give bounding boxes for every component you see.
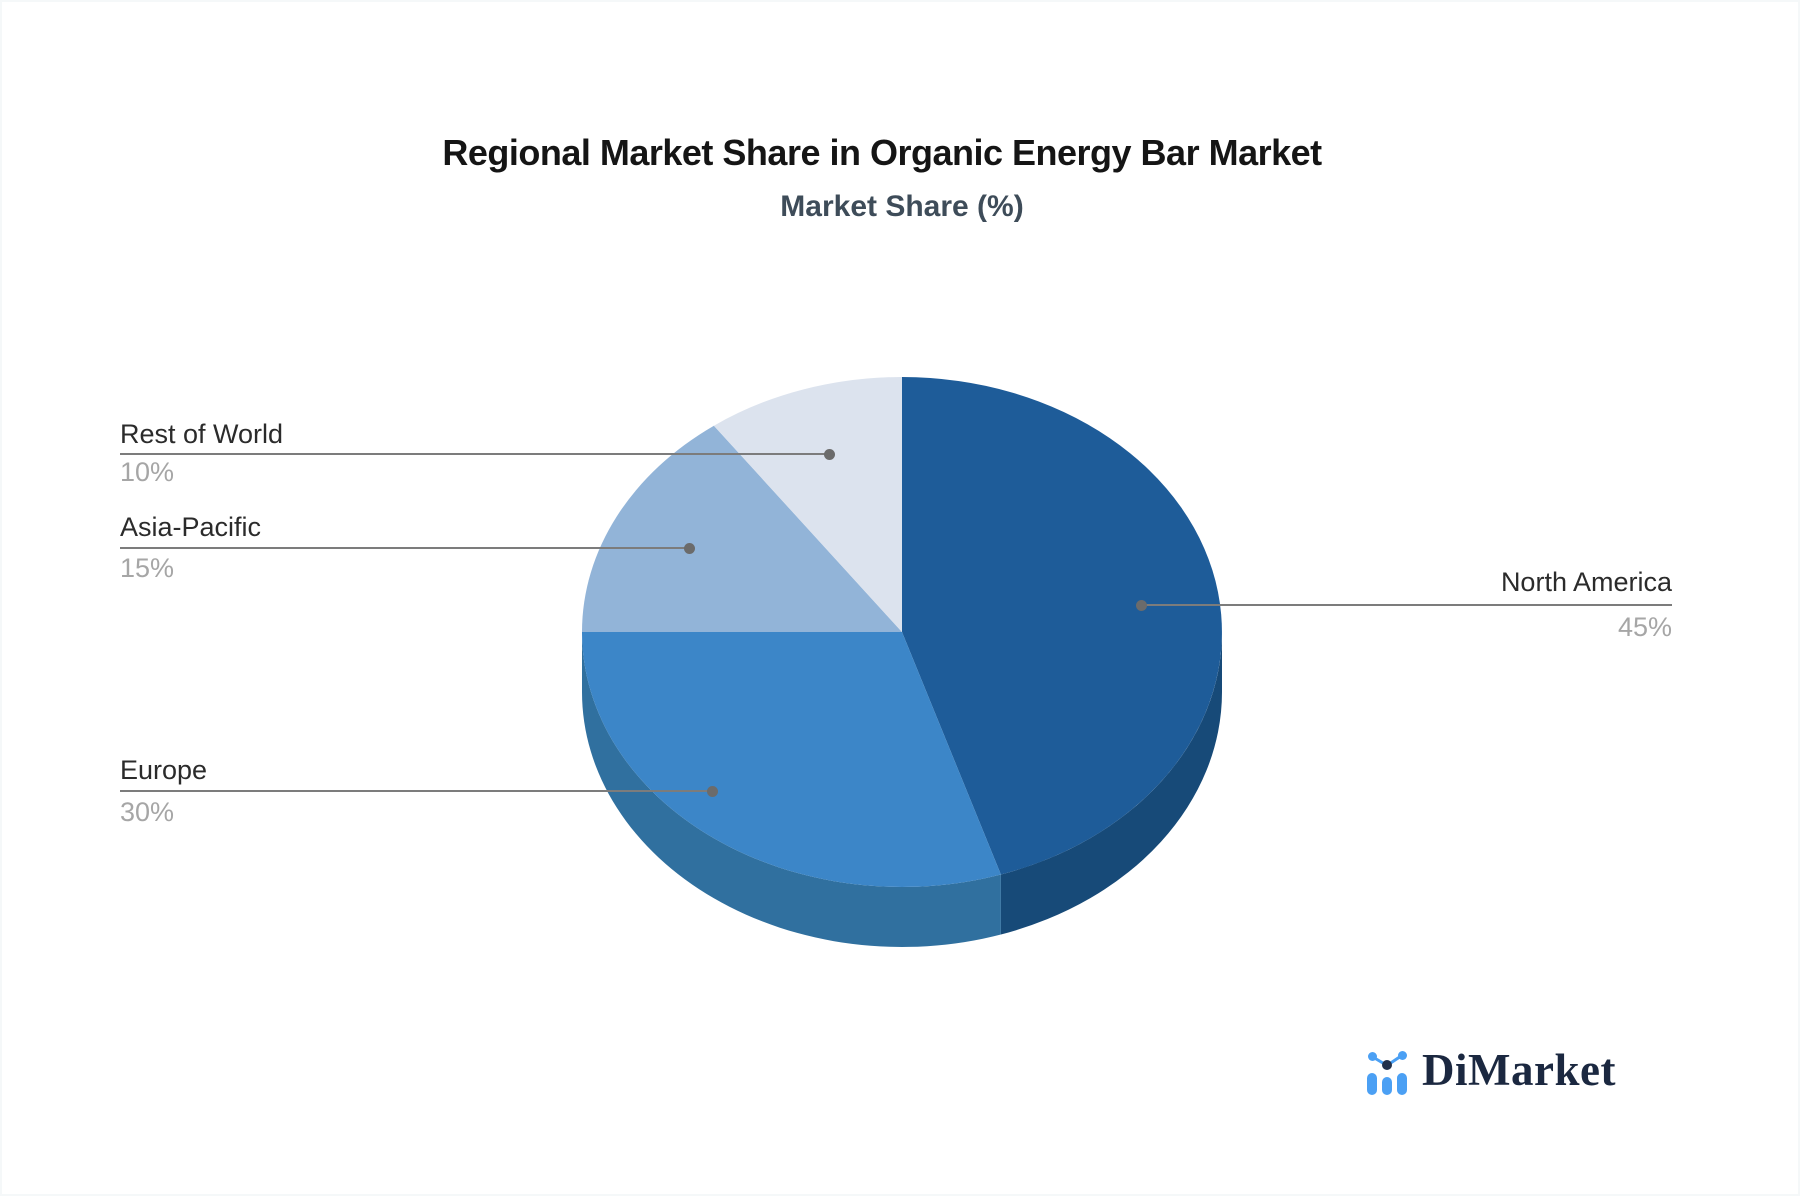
leader-line (120, 547, 689, 549)
pie-slice-side-europe (582, 632, 1001, 947)
leader-dot (706, 785, 718, 797)
logo-text: DiMarket (1422, 1045, 1616, 1095)
pie-slice-north-america[interactable] (902, 377, 1222, 875)
pie-slice-rest-of-world[interactable] (713, 377, 902, 632)
logo-dot (1397, 1050, 1407, 1060)
logo-bar (1367, 1073, 1377, 1095)
leader-dot (1135, 599, 1147, 611)
callout-value: 30% (120, 797, 175, 827)
logo-dot (1367, 1051, 1377, 1061)
callout-label: Asia-Pacific (120, 512, 262, 542)
leader-dot (823, 448, 835, 460)
pie-slice-europe[interactable] (582, 632, 1001, 887)
callout-label: Europe (120, 755, 208, 785)
brand-logo: DiMarket (1366, 1044, 1616, 1100)
callout-label: North America (1500, 567, 1672, 597)
callout-label: Rest of World (120, 419, 284, 449)
pie-slice-asia-pacific[interactable] (582, 425, 902, 632)
callout-value: 15% (120, 553, 175, 583)
logo-dot (1382, 1060, 1392, 1070)
callout-value: 10% (120, 457, 175, 487)
logo-bar (1382, 1077, 1392, 1095)
pie-slice-side-north-america (1000, 632, 1222, 935)
logo-bar (1397, 1073, 1407, 1095)
chart-title: Regional Market Share in Organic Energy … (442, 132, 1322, 173)
leader-line (1141, 604, 1672, 606)
leader-line (120, 790, 712, 792)
bar-line-chart-logo-icon (1366, 1048, 1412, 1100)
callout-value: 45% (1617, 612, 1672, 642)
leader-dot (683, 542, 695, 554)
leader-line (120, 453, 829, 455)
chart-subtitle: Market Share (%) (780, 190, 1024, 223)
